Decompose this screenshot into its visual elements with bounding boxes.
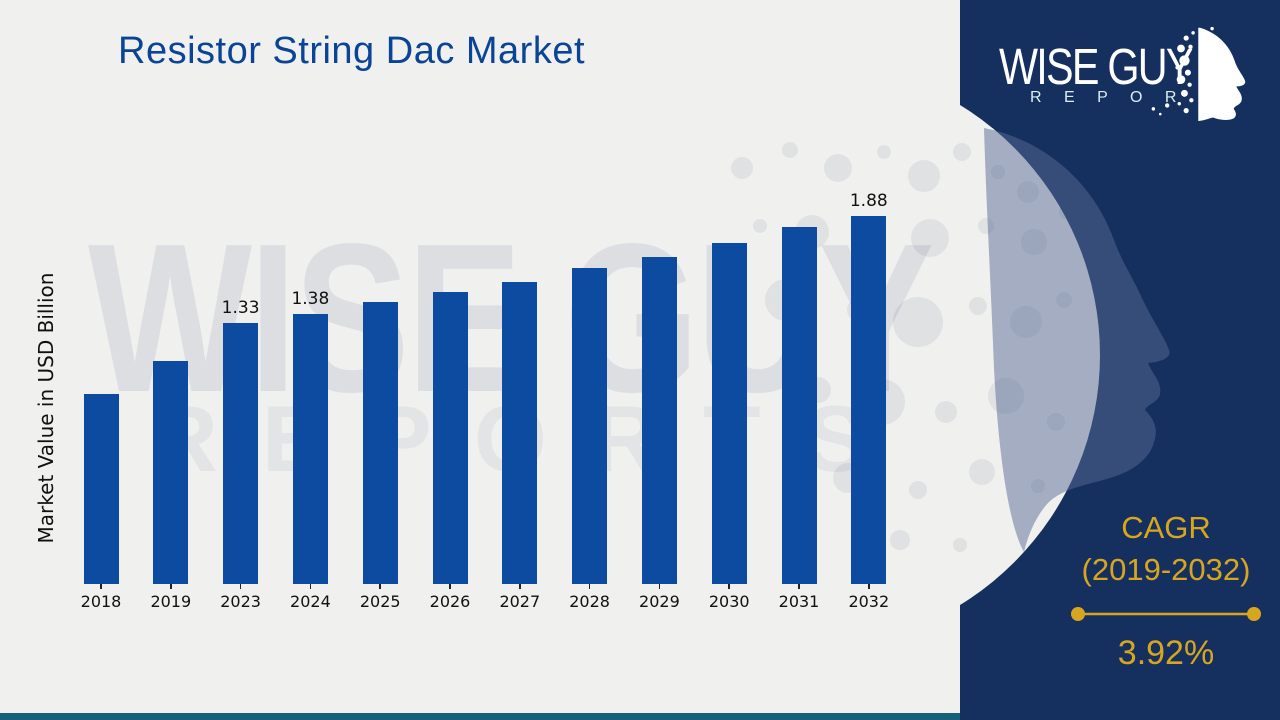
bar-2019 (153, 361, 189, 584)
brand-logo-wordmark: WISE GUY (999, 37, 1194, 95)
cagr-block: CAGR (2019-2032) 3.92% (1060, 510, 1272, 673)
bar-2023 (223, 323, 259, 584)
bar-2032 (851, 216, 887, 584)
x-tick-label-2030: 2030 (708, 592, 750, 611)
bar-2024 (292, 314, 328, 584)
bar-2018 (83, 394, 119, 584)
x-axis-tick-2027 (519, 584, 521, 589)
x-tick-label-2018: 2018 (80, 592, 122, 611)
bottom-edge-strip (0, 713, 960, 720)
bar-2028 (572, 268, 608, 584)
x-axis-tick-2018 (100, 584, 102, 589)
x-axis-tick-2031 (798, 584, 800, 589)
x-tick-label-2027: 2027 (499, 592, 541, 611)
cagr-divider-line (1071, 607, 1261, 621)
x-axis-tick-2024 (309, 584, 312, 589)
cagr-period: (2019-2032) (1081, 552, 1251, 587)
x-tick-label-2031: 2031 (778, 592, 820, 611)
x-axis-tick-2028 (588, 584, 591, 589)
page-title: Resistor String Dac Market (118, 30, 586, 72)
x-axis-tick-2025 (379, 584, 381, 589)
bar-2029 (641, 257, 677, 584)
x-tick-label-2028: 2028 (569, 592, 610, 611)
x-axis-tick-2030 (728, 584, 730, 589)
cagr-value: 3.92% (1117, 634, 1215, 672)
bar-2031 (781, 227, 817, 584)
bar-2027 (502, 282, 538, 584)
brand-logo-subtitle: R E P O R T S (1030, 89, 1251, 106)
x-tick-label-2019: 2019 (150, 592, 192, 611)
bar-value-label-2024: 1.38 (291, 289, 330, 309)
x-tick-label-2023: 2023 (220, 592, 261, 611)
x-tick-label-2026: 2026 (429, 592, 471, 611)
x-tick-label-2024: 2024 (290, 592, 331, 611)
x-tick-label-2032: 2032 (848, 592, 890, 611)
x-axis-tick-2029 (658, 584, 661, 589)
x-tick-label-2029: 2029 (639, 592, 680, 611)
x-axis-tick-2019 (170, 584, 172, 589)
bar-2026 (432, 292, 468, 584)
cagr-label: CAGR (1121, 510, 1211, 545)
x-tick-label-2025: 2025 (359, 592, 401, 611)
bar-value-label-2023: 1.33 (221, 298, 260, 318)
bar-value-label-2032: 1.88 (849, 191, 888, 211)
bar-2030 (711, 243, 747, 584)
bar-2025 (362, 302, 398, 584)
x-axis-tick-2023 (239, 584, 242, 589)
brand-logo-face-icon (1151, 26, 1246, 121)
x-axis-tick-2032 (868, 584, 870, 589)
face-profile-silhouette (984, 128, 1170, 552)
x-axis-tick-2026 (449, 584, 451, 589)
